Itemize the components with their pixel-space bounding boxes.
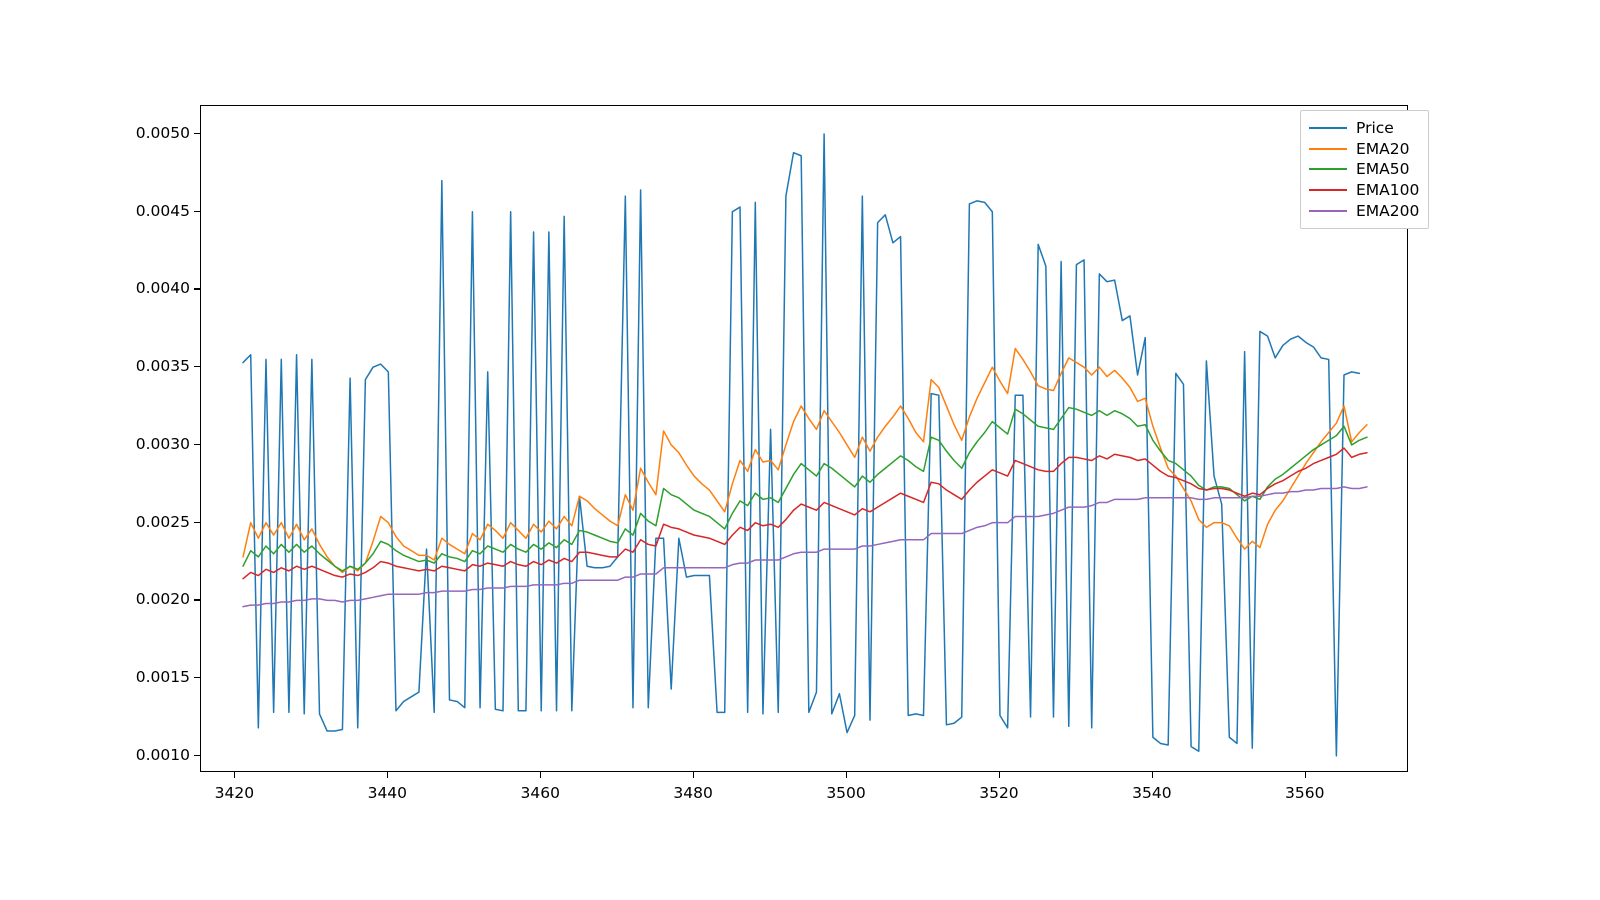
- x-tick-label: 3500: [826, 784, 866, 802]
- y-tick-mark: [194, 599, 200, 601]
- y-tick-mark: [194, 132, 200, 135]
- y-tick-label: 0.0045: [135, 201, 190, 220]
- series-line-ema100: [242, 447, 1368, 580]
- x-tick-mark: [1304, 772, 1306, 778]
- y-tick-mark: [194, 288, 200, 290]
- legend-label: EMA100: [1356, 181, 1420, 200]
- legend-color-swatch: [1309, 209, 1347, 212]
- y-tick-mark: [194, 677, 200, 679]
- y-tick-mark: [194, 443, 200, 446]
- legend-item-ema100[interactable]: EMA100: [1309, 180, 1419, 201]
- x-tick-mark: [540, 772, 542, 778]
- x-tick-label: 3460: [520, 784, 560, 802]
- x-tick-mark: [693, 772, 695, 778]
- legend-item-ema200[interactable]: EMA200: [1309, 200, 1419, 221]
- x-tick-label: 3520: [979, 784, 1019, 802]
- series-line-ema50: [242, 406, 1368, 572]
- x-tick-mark: [1151, 772, 1153, 778]
- x-tick-label: 3420: [214, 784, 255, 802]
- x-tick-label: 3560: [1285, 784, 1325, 802]
- x-tick-mark: [846, 772, 848, 778]
- series-line-ema20: [242, 347, 1368, 574]
- series-canvas: [242, 133, 1368, 757]
- y-tick-label: 0.0020: [135, 590, 190, 609]
- x-tick-label: 3480: [673, 784, 713, 802]
- x-tick-mark: [387, 772, 389, 778]
- y-tick-label: 0.0050: [135, 123, 190, 142]
- legend-item-price[interactable]: Price: [1309, 118, 1419, 139]
- y-tick-label: 0.0010: [135, 745, 190, 764]
- y-tick-mark: [194, 521, 200, 523]
- legend-label: EMA20: [1356, 139, 1410, 158]
- y-tick-label: 0.0030: [135, 434, 190, 453]
- x-tick-mark: [234, 772, 236, 778]
- y-tick-mark: [194, 210, 200, 212]
- series-line-ema200: [242, 486, 1368, 608]
- legend-color-swatch: [1309, 147, 1347, 150]
- legend-color-swatch: [1309, 189, 1347, 192]
- plot-area: [200, 105, 1408, 772]
- legend-color-swatch: [1309, 168, 1347, 171]
- chart-legend: Price EMA20 EMA50 EMA100 EMA200: [1300, 110, 1430, 229]
- legend-item-ema50[interactable]: EMA50: [1309, 159, 1419, 180]
- legend-color-swatch: [1309, 127, 1347, 130]
- y-tick-label: 0.0025: [135, 512, 190, 531]
- x-tick-label: 3540: [1132, 784, 1172, 802]
- x-tick-label: 3440: [367, 784, 408, 802]
- series-line-price: [242, 133, 1361, 757]
- y-tick-mark: [194, 366, 200, 368]
- y-tick-mark: [194, 754, 200, 756]
- y-tick-label: 0.0040: [135, 279, 190, 298]
- legend-label: EMA50: [1356, 160, 1410, 179]
- legend-label: EMA200: [1356, 201, 1420, 220]
- legend-label: Price: [1356, 119, 1394, 138]
- legend-item-ema20[interactable]: EMA20: [1309, 139, 1419, 160]
- y-tick-label: 0.0015: [135, 668, 190, 687]
- x-tick-mark: [998, 772, 1001, 778]
- y-tick-label: 0.0035: [135, 357, 190, 376]
